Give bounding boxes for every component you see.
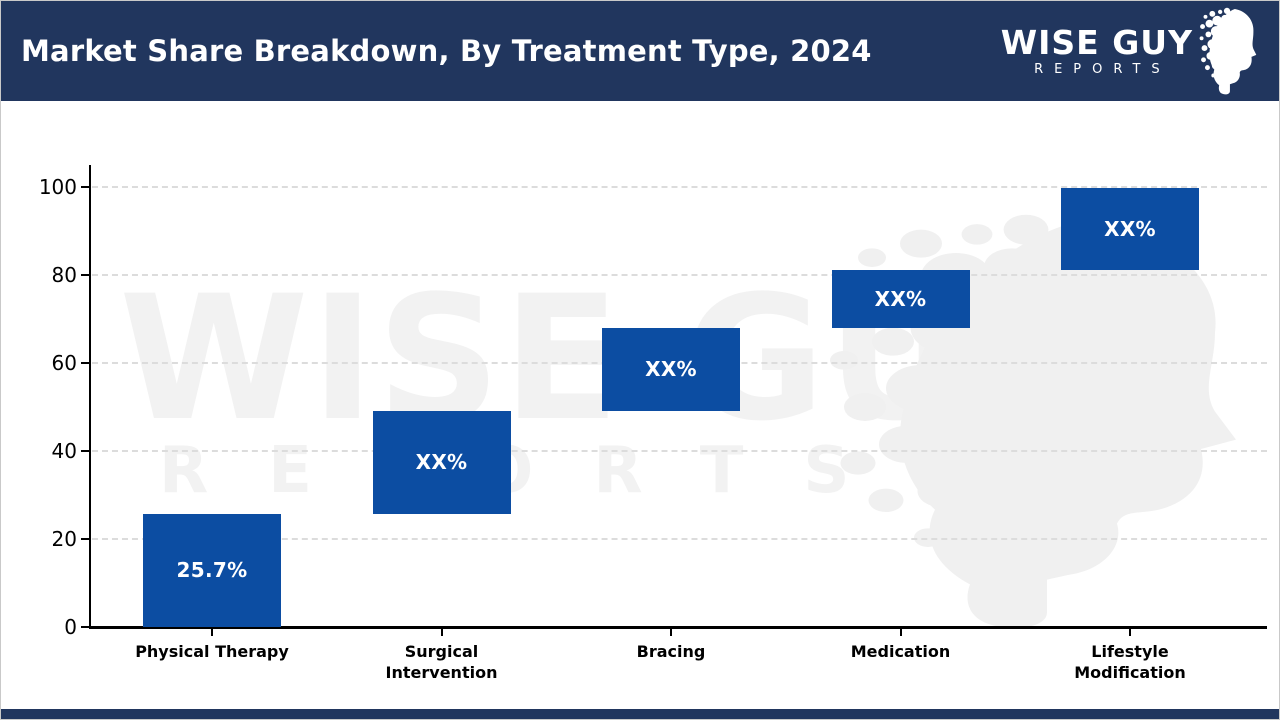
y-axis-tick-label: 40 — [51, 439, 77, 463]
y-axis-tick — [81, 186, 89, 188]
x-axis-label: Surgical Intervention — [385, 642, 498, 683]
brand-logo-text: WISE GUY REPORTS — [1001, 26, 1193, 76]
x-axis-tick — [211, 628, 213, 636]
y-axis-tick-label: 100 — [38, 175, 77, 199]
x-axis-label: Bracing — [636, 642, 706, 661]
y-axis-tick — [81, 450, 89, 452]
y-axis-tick-label: 20 — [51, 527, 77, 551]
brand-logo: WISE GUY REPORTS — [1001, 7, 1269, 95]
y-axis-tick-label: 60 — [51, 351, 77, 375]
y-axis-tick — [81, 362, 89, 364]
x-axis-label: Physical Therapy — [135, 642, 289, 661]
header-band: Market Share Breakdown, By Treatment Typ… — [1, 1, 1279, 101]
bar-value-label: XX% — [645, 357, 697, 382]
bar-bracing: XX% — [602, 327, 740, 411]
y-axis-tick — [81, 274, 89, 276]
gridline — [92, 274, 1267, 276]
brand-subname: REPORTS — [1034, 62, 1171, 77]
y-axis-tick-label: 0 — [64, 615, 77, 639]
bar-value-label: XX% — [1104, 216, 1156, 241]
y-axis-tick — [81, 626, 89, 628]
brand-name: WISE GUY — [1000, 23, 1193, 62]
bar-surgical-intervention: XX% — [372, 410, 511, 514]
gridline — [92, 450, 1267, 452]
y-axis-tick — [81, 538, 89, 540]
page-title: Market Share Breakdown, By Treatment Typ… — [21, 34, 872, 68]
footer-band — [1, 709, 1279, 719]
y-axis-tick-label: 80 — [51, 263, 77, 287]
y-axis — [89, 165, 91, 627]
bar-medication: XX% — [831, 269, 970, 328]
x-axis-label: Lifestyle Modification — [1074, 642, 1186, 683]
gridline — [92, 538, 1267, 540]
wiseguy-head-icon — [1185, 7, 1269, 95]
bar-physical-therapy: 25.7% — [143, 513, 281, 627]
bar-value-label: XX% — [874, 286, 927, 311]
x-axis-tick — [899, 628, 902, 636]
watermark-subtext: REPORTS — [159, 434, 910, 508]
x-axis — [89, 626, 1267, 629]
x-axis-tick — [670, 628, 672, 636]
x-axis-label: Medication — [850, 642, 951, 661]
gridline — [92, 186, 1267, 188]
x-axis-tick — [440, 628, 443, 636]
x-axis-tick — [1129, 628, 1131, 636]
bar-value-label: 25.7% — [176, 558, 248, 583]
bar-lifestyle-modification: XX% — [1061, 187, 1199, 270]
bar-value-label: XX% — [415, 450, 468, 475]
